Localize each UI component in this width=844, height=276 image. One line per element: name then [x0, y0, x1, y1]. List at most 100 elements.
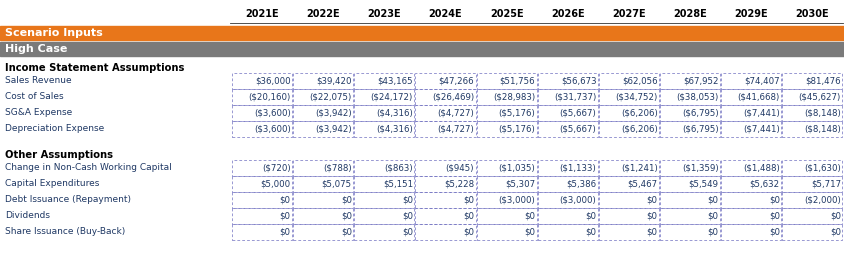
Text: $0: $0	[279, 211, 290, 220]
Text: ($3,600): ($3,600)	[254, 124, 290, 133]
Text: $5,632: $5,632	[749, 179, 779, 188]
Text: ($3,000): ($3,000)	[498, 195, 534, 204]
Text: $81,476: $81,476	[804, 76, 840, 85]
Bar	[293, 105, 353, 121]
Bar	[598, 224, 658, 240]
Bar	[293, 208, 353, 224]
Text: $0: $0	[523, 211, 534, 220]
Bar	[476, 160, 536, 176]
Bar	[415, 121, 475, 137]
Bar	[232, 121, 292, 137]
Bar	[232, 105, 292, 121]
Bar	[293, 89, 353, 105]
Text: ($28,983): ($28,983)	[493, 92, 534, 101]
Bar	[0, 42, 844, 56]
Bar	[415, 224, 475, 240]
Bar	[537, 89, 598, 105]
Text: ($38,053): ($38,053)	[676, 92, 718, 101]
Text: ($1,630): ($1,630)	[803, 163, 840, 172]
Bar	[354, 121, 414, 137]
Bar	[415, 89, 475, 105]
Bar	[598, 176, 658, 192]
Text: ($24,172): ($24,172)	[371, 92, 413, 101]
Bar	[293, 224, 353, 240]
Bar	[782, 192, 841, 208]
Bar	[659, 105, 719, 121]
Text: ($4,727): ($4,727)	[437, 124, 473, 133]
Text: $0: $0	[585, 227, 596, 236]
Text: ($22,075): ($22,075)	[309, 92, 351, 101]
Text: ($4,316): ($4,316)	[376, 108, 413, 117]
Bar	[720, 192, 781, 208]
Text: ($788): ($788)	[322, 163, 351, 172]
Bar	[232, 208, 292, 224]
Text: $0: $0	[768, 227, 779, 236]
Bar	[659, 224, 719, 240]
Text: ($7,441): ($7,441)	[742, 108, 779, 117]
Bar	[598, 192, 658, 208]
Text: ($4,316): ($4,316)	[376, 124, 413, 133]
Bar	[537, 160, 598, 176]
Text: ($3,942): ($3,942)	[315, 124, 351, 133]
Text: Sales Revenue: Sales Revenue	[5, 76, 72, 85]
Text: $0: $0	[768, 211, 779, 220]
Bar	[720, 89, 781, 105]
Text: ($3,942): ($3,942)	[315, 108, 351, 117]
Text: ($5,667): ($5,667)	[559, 108, 596, 117]
Bar	[0, 26, 844, 40]
Text: 2024E: 2024E	[428, 9, 462, 19]
Text: $0: $0	[646, 227, 657, 236]
Bar	[537, 176, 598, 192]
Text: 2025E: 2025E	[490, 9, 523, 19]
Text: $0: $0	[340, 195, 351, 204]
Text: $62,056: $62,056	[621, 76, 657, 85]
Text: $0: $0	[646, 211, 657, 220]
Bar	[537, 105, 598, 121]
Bar	[354, 176, 414, 192]
Bar	[293, 73, 353, 89]
Bar	[476, 176, 536, 192]
Bar	[232, 73, 292, 89]
Bar	[537, 121, 598, 137]
Text: Income Statement Assumptions: Income Statement Assumptions	[5, 63, 184, 73]
Bar	[782, 121, 841, 137]
Text: Change in Non-Cash Working Capital: Change in Non-Cash Working Capital	[5, 163, 171, 172]
Bar	[476, 89, 536, 105]
Text: Scenario Inputs: Scenario Inputs	[5, 28, 103, 38]
Text: ($3,000): ($3,000)	[559, 195, 596, 204]
Text: $0: $0	[523, 227, 534, 236]
Bar	[659, 89, 719, 105]
Bar	[659, 160, 719, 176]
Text: $5,549: $5,549	[688, 179, 718, 188]
Bar	[354, 73, 414, 89]
Bar	[232, 224, 292, 240]
Bar	[415, 208, 475, 224]
Text: ($41,668): ($41,668)	[737, 92, 779, 101]
Bar	[415, 192, 475, 208]
Text: Depreciation Expense: Depreciation Expense	[5, 124, 104, 133]
Bar	[782, 105, 841, 121]
Bar	[476, 224, 536, 240]
Text: ($1,241): ($1,241)	[620, 163, 657, 172]
Text: ($1,035): ($1,035)	[498, 163, 534, 172]
Text: 2026E: 2026E	[550, 9, 584, 19]
Text: $36,000: $36,000	[255, 76, 290, 85]
Bar	[476, 208, 536, 224]
Text: $47,266: $47,266	[438, 76, 473, 85]
Text: $67,952: $67,952	[683, 76, 718, 85]
Text: ($8,148): ($8,148)	[803, 124, 840, 133]
Bar	[354, 105, 414, 121]
Text: Dividends: Dividends	[5, 211, 50, 220]
Text: $0: $0	[402, 227, 413, 236]
Bar	[598, 105, 658, 121]
Text: 2022E: 2022E	[306, 9, 339, 19]
Text: $5,151: $5,151	[382, 179, 413, 188]
Bar	[476, 192, 536, 208]
Bar	[598, 208, 658, 224]
Text: $0: $0	[585, 211, 596, 220]
Text: $0: $0	[707, 227, 718, 236]
Text: SG&A Expense: SG&A Expense	[5, 108, 73, 117]
Bar	[720, 224, 781, 240]
Text: 2030E: 2030E	[795, 9, 828, 19]
Bar	[537, 73, 598, 89]
